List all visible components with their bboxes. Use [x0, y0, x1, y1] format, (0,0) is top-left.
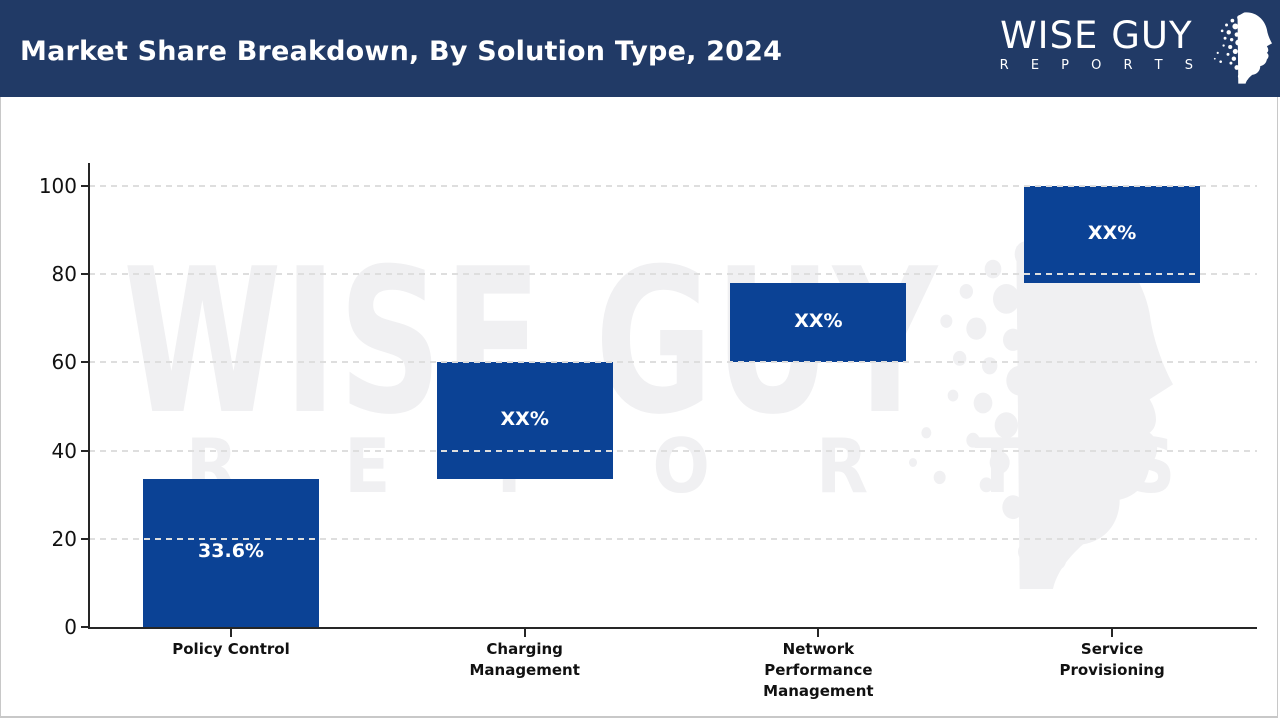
gridline-100	[89, 185, 1257, 187]
category-label: Charging Management	[410, 639, 640, 681]
category-label: Network Performance Management	[703, 639, 933, 702]
logo-wordmark-line2: R E P O R T S	[999, 58, 1202, 73]
category-label-line: Provisioning	[1059, 661, 1165, 679]
bar-2	[730, 283, 907, 363]
chart-card: WISE GUY R E P O R T S 0 20 40 60 80 100 33.6%…	[0, 97, 1278, 718]
y-tick-label: 100	[38, 174, 77, 198]
bar-value-label: 33.6%	[198, 539, 264, 562]
x-tick-mark	[230, 629, 232, 637]
category-label-line: Management	[469, 661, 580, 679]
bar-value-label: XX%	[1087, 221, 1137, 244]
page-title: Market Share Breakdown, By Solution Type…	[20, 36, 783, 67]
x-tick-mark	[817, 629, 820, 637]
bar-0	[143, 478, 319, 627]
category-label: Service Provisioning	[997, 639, 1227, 681]
logo-head-icon	[1213, 12, 1272, 84]
x-axis-line	[88, 627, 1257, 629]
category-label-line: Network	[782, 640, 855, 658]
y-tick-mark	[81, 361, 88, 364]
y-tick-mark	[81, 537, 88, 540]
category-label-line: Management	[763, 682, 874, 700]
header-bar: Market Share Breakdown, By Solution Type…	[0, 0, 1280, 97]
y-tick-label: 0	[64, 615, 77, 639]
category-label-line: Performance	[764, 661, 873, 679]
plot-area: 0 20 40 60 80 100 33.6% Policy Control XX% Chargi…	[1, 97, 1277, 716]
category-label-line: Service	[1080, 640, 1144, 658]
y-tick-mark	[81, 185, 88, 187]
y-tick-label: 60	[51, 350, 77, 375]
x-tick-mark	[523, 629, 526, 637]
y-axis-line	[88, 163, 90, 629]
y-tick-mark	[81, 449, 88, 452]
gridline-60	[89, 361, 1257, 364]
y-tick-label: 80	[51, 262, 77, 287]
gridline-80	[89, 273, 1257, 276]
y-tick-label: 20	[51, 526, 77, 551]
y-tick-mark	[81, 626, 88, 628]
category-label-line: Policy Control	[172, 640, 290, 658]
category-label-line: Charging	[486, 640, 563, 658]
logo-wordmark-line1: WISE GUY	[1000, 14, 1193, 57]
bar-value-label: XX%	[794, 309, 843, 332]
y-tick-mark	[81, 273, 88, 276]
x-tick-mark	[1111, 629, 1114, 637]
bar-1	[436, 362, 613, 479]
gridline-20	[89, 537, 1257, 540]
wiseguy-logo: WISE GUY R E P O R T S	[1000, 0, 1272, 97]
bar-value-label: XX%	[500, 407, 549, 430]
gridline-40	[89, 449, 1257, 452]
y-tick-label: 40	[51, 438, 77, 463]
category-label: Policy Control	[116, 639, 346, 660]
logo-wordmark: WISE GUY R E P O R T S	[991, 16, 1202, 74]
